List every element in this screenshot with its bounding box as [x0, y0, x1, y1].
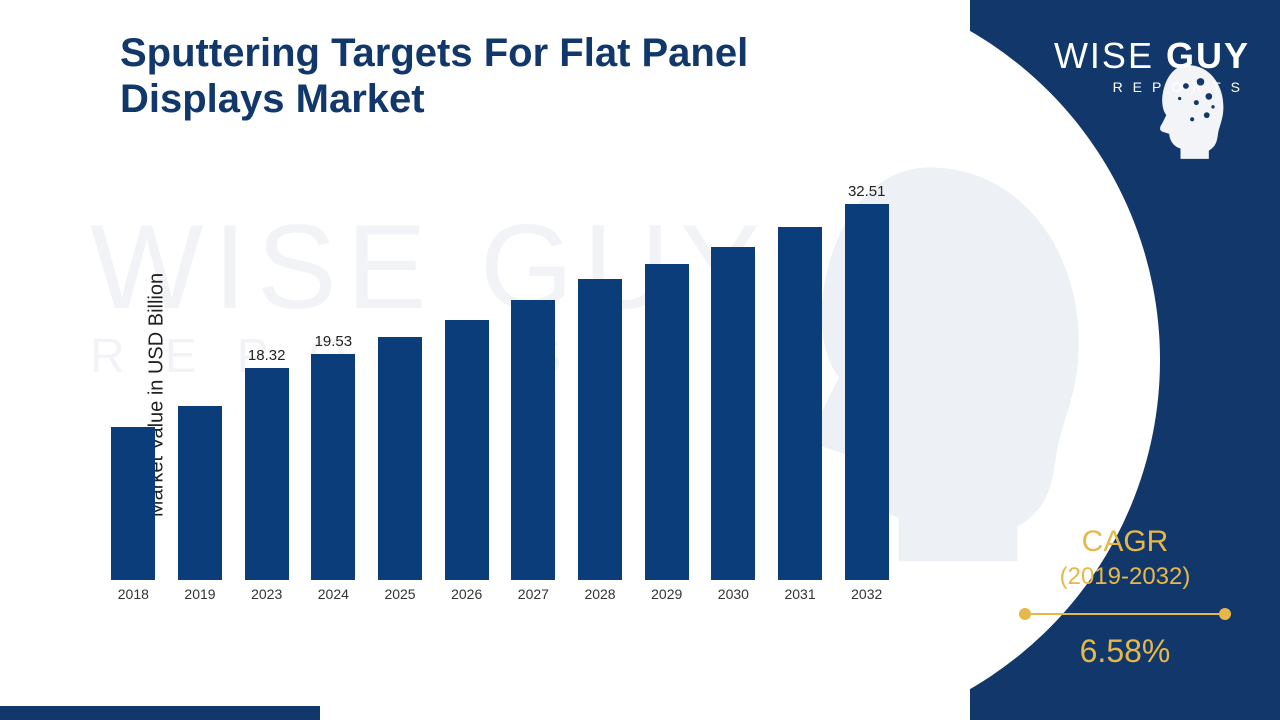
x-axis-category: 2027	[500, 580, 567, 615]
x-axis-category: 2028	[567, 580, 634, 615]
bar	[645, 264, 689, 580]
page-title: Sputtering Targets For Flat Panel Displa…	[120, 30, 900, 122]
x-axis-category: 2032	[833, 580, 900, 615]
bar-wrap: 18.32	[233, 175, 300, 580]
cagr-range: (2019-2032)	[970, 563, 1280, 591]
x-axis-category: 2023	[233, 580, 300, 615]
bar-value-label: 19.53	[315, 333, 353, 350]
bar-wrap	[500, 175, 567, 580]
bar	[311, 354, 355, 580]
chart-bars-container: 18.32 19.53 32.51	[100, 175, 900, 580]
bar-wrap	[167, 175, 234, 580]
bar-value-label: 32.51	[848, 183, 886, 200]
bar-wrap	[700, 175, 767, 580]
bar	[245, 368, 289, 580]
logo-brand-light: WISE	[1054, 35, 1154, 76]
bar	[578, 279, 622, 580]
cagr-block: CAGR (2019-2032) 6.58%	[970, 525, 1280, 670]
bar	[711, 247, 755, 580]
bar-wrap	[433, 175, 500, 580]
bar-value-label: 18.32	[248, 347, 286, 364]
bar-wrap	[633, 175, 700, 580]
cagr-value: 6.58%	[970, 633, 1280, 670]
bar	[778, 227, 822, 580]
bar	[378, 337, 422, 580]
bar	[445, 320, 489, 580]
bar-chart: Market Value in USD Billion 18.3219.5332…	[80, 175, 900, 615]
logo-head-icon	[1144, 61, 1232, 161]
brand-logo: WISE GUY REPORTS	[1054, 35, 1250, 95]
bar-wrap	[100, 175, 167, 580]
x-axis-category: 2024	[300, 580, 367, 615]
x-axis-category: 2029	[633, 580, 700, 615]
bar-wrap	[767, 175, 834, 580]
bar-wrap: 19.53	[300, 175, 367, 580]
x-axis-category: 2026	[433, 580, 500, 615]
bar	[845, 204, 889, 580]
x-axis-category: 2025	[367, 580, 434, 615]
bar-wrap: 32.51	[833, 175, 900, 580]
bar	[511, 300, 555, 580]
cagr-divider-line	[1025, 613, 1225, 615]
bar	[178, 406, 222, 580]
cagr-title: CAGR	[970, 525, 1280, 559]
chart-plot-area: 18.32 19.53 32.51	[100, 175, 900, 580]
report-infographic: WISE GUY REPORTS Sputtering Targets For …	[0, 0, 1280, 720]
x-axis-category: 2018	[100, 580, 167, 615]
x-axis-category: 2031	[767, 580, 834, 615]
x-axis-category: 2019	[167, 580, 234, 615]
bar	[111, 427, 155, 580]
bar-wrap	[367, 175, 434, 580]
x-axis-category: 2030	[700, 580, 767, 615]
bottom-strip	[0, 706, 320, 720]
bar-wrap	[567, 175, 634, 580]
x-axis: 2018201920232024202520262027202820292030…	[100, 580, 900, 615]
